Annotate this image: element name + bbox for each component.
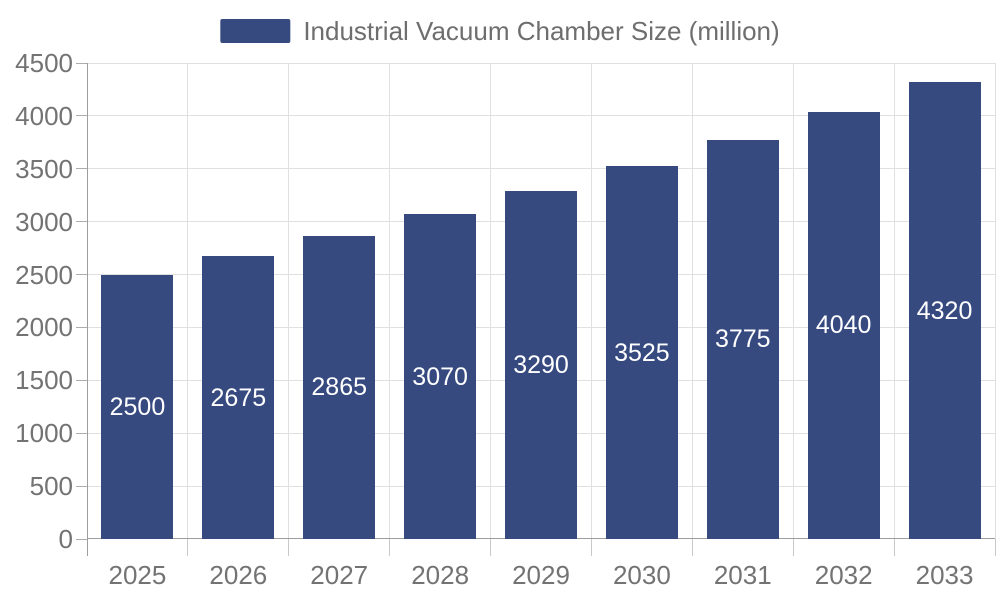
bar-2028[interactable]: 3070 [404,214,477,539]
gridline-vertical [994,63,996,539]
bar-2031[interactable]: 3775 [706,139,779,539]
gridline-vertical [691,63,693,539]
x-axis-tick [389,539,391,556]
y-axis-tick [76,485,87,487]
y-axis-tick [76,432,87,434]
x-tick-label: 2025 [108,560,167,590]
y-axis-tick [76,379,87,381]
bar-value-label: 2865 [311,373,368,402]
gridline-vertical [792,63,794,539]
y-tick-label: 1000 [15,418,73,449]
x-axis-tick [187,539,189,556]
y-tick-label: 3000 [15,206,73,237]
x-tick-label: 2031 [713,560,772,590]
gridline-vertical [389,63,391,539]
gridline-vertical [288,63,290,539]
bar-value-label: 4320 [916,296,973,325]
x-tick-label: 2027 [310,560,369,590]
bar-2029[interactable]: 3290 [505,191,577,539]
bar-value-label: 3290 [513,351,569,379]
y-tick-label: 3500 [15,153,73,184]
x-axis-tick [490,539,492,556]
bar-2025[interactable]: 2500 [101,274,174,539]
bar-value-label: 3775 [714,325,771,354]
y-tick-label: 1500 [15,365,73,396]
x-tick-label: 2029 [512,560,570,590]
x-axis-tick [288,539,290,556]
gridline-horizontal [87,115,995,117]
x-axis-tick [792,539,794,556]
x-tick-label: 2028 [411,560,470,590]
y-axis-tick [76,326,87,328]
gridline-horizontal [87,168,995,170]
plot-area: 2500 2675 2865 3070 3290 3525 3775 4040 4320 [76,62,996,556]
x-tick-label: 2026 [209,560,268,590]
legend-swatch-icon [220,19,291,43]
bar-value-label: 2500 [109,392,166,421]
x-axis-tick [590,539,592,556]
bar-2027[interactable]: 2865 [303,235,376,539]
bar-2026[interactable]: 2675 [202,256,275,539]
y-tick-label: 2000 [15,312,73,343]
y-tick-label: 0 [58,524,73,554]
y-axis-tick [76,538,87,540]
y-tick-label: 4000 [15,100,73,131]
x-axis-tick [691,539,693,556]
gridline-vertical [490,63,492,539]
y-tick-label: 500 [29,471,73,502]
bar-2030[interactable]: 3525 [605,166,678,539]
y-tick-label: 2500 [15,259,73,290]
bar-2032[interactable]: 4040 [807,111,880,539]
bar-value-label: 3070 [412,362,468,391]
legend-label: Industrial Vacuum Chamber Size (million) [303,16,780,46]
gridline-horizontal [87,62,995,64]
y-axis-tick [76,221,87,223]
x-tick-label: 2030 [612,560,671,590]
bar-2033[interactable]: 4320 [908,82,981,539]
gridline-vertical [187,63,189,539]
gridline-vertical [590,63,592,539]
legend[interactable]: Industrial Vacuum Chamber Size (million) [220,15,780,47]
y-axis-tick [76,115,87,117]
x-tick-label: 2033 [915,560,974,590]
y-axis-tick [76,274,87,276]
y-tick-label: 4500 [15,48,73,78]
x-tick-label: 2032 [814,560,873,590]
y-axis-tick [76,62,87,64]
bar-value-label: 4040 [815,311,872,340]
y-axis-tick [76,168,87,170]
bar-value-label: 3525 [614,338,670,367]
x-axis-tick [994,539,996,556]
x-axis-tick [893,539,895,556]
bar-value-label: 2675 [210,383,267,412]
gridline-vertical [893,63,895,539]
y-axis-line [87,63,88,556]
